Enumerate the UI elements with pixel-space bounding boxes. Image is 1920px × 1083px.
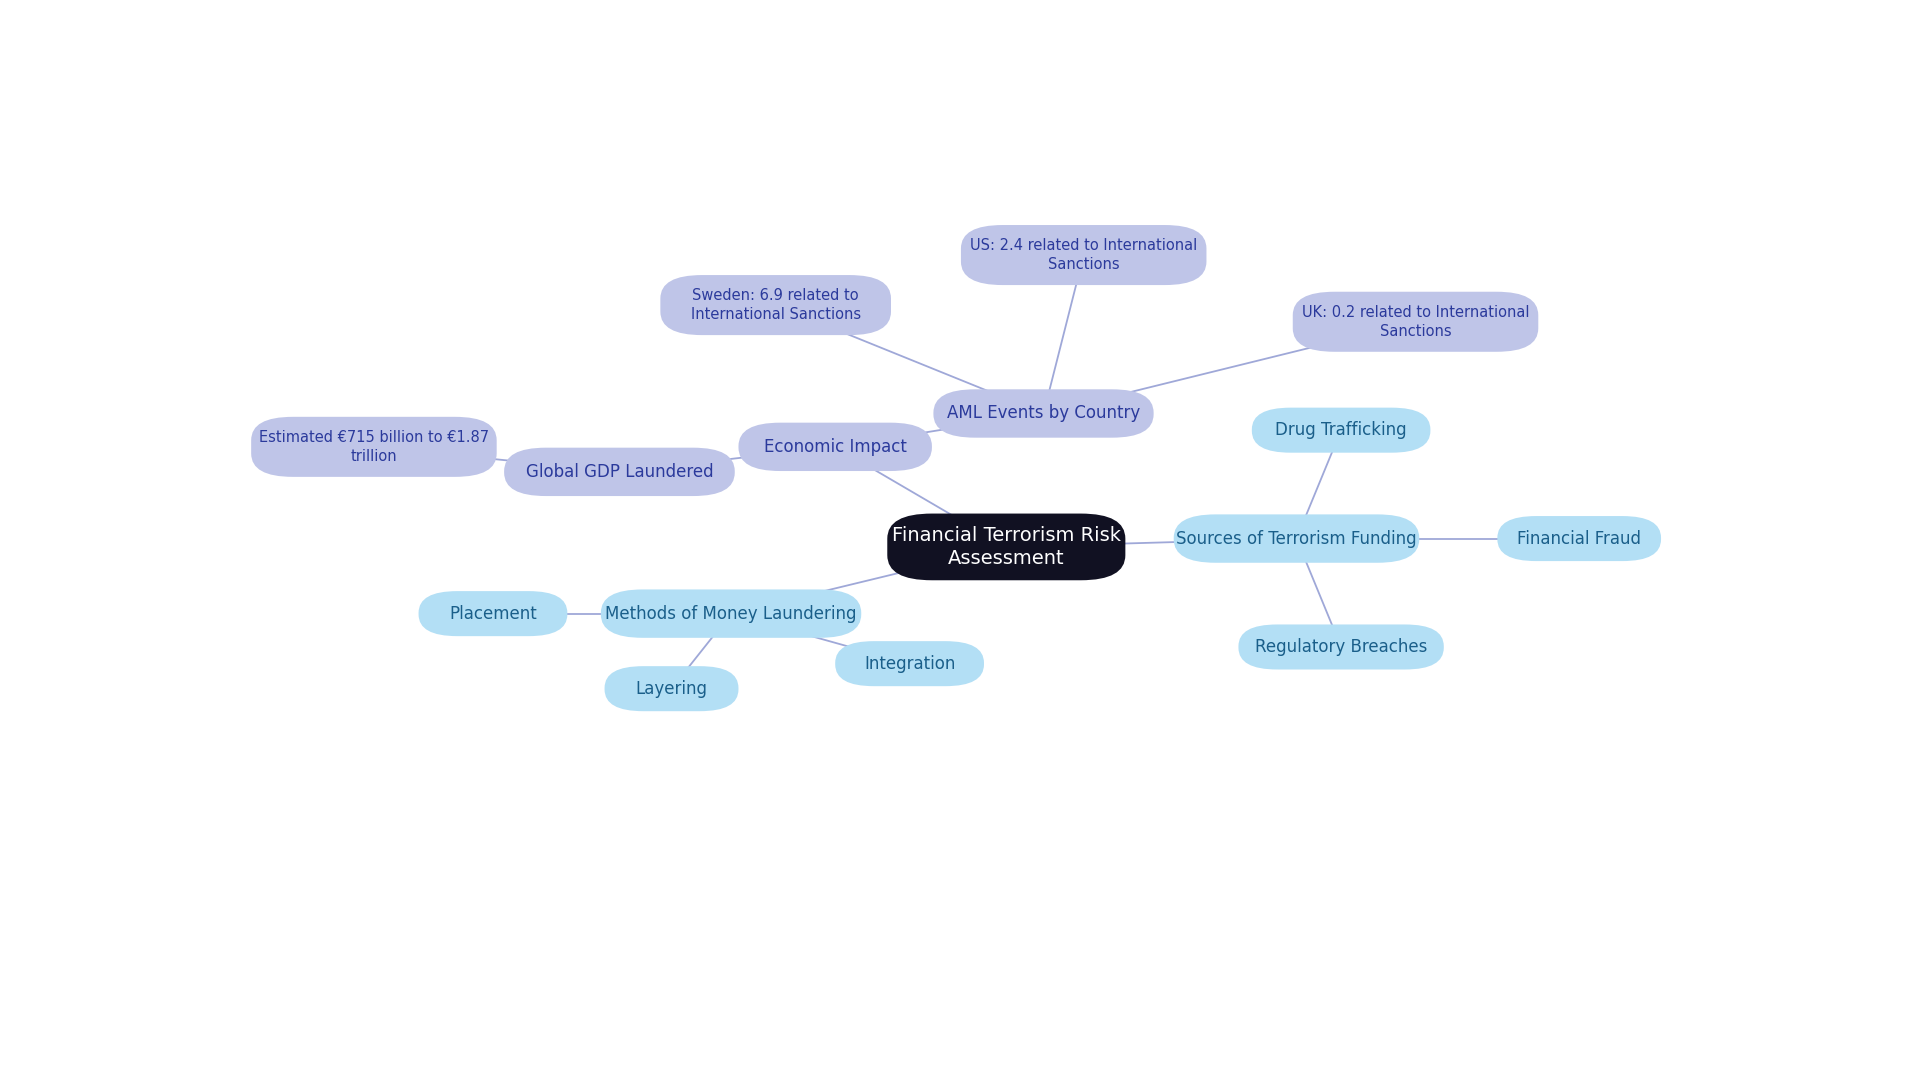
Text: Layering: Layering: [636, 680, 707, 697]
Text: Placement: Placement: [449, 604, 538, 623]
Text: Regulatory Breaches: Regulatory Breaches: [1256, 638, 1427, 656]
Text: Methods of Money Laundering: Methods of Money Laundering: [605, 604, 856, 623]
Text: Financial Fraud: Financial Fraud: [1517, 530, 1642, 548]
FancyBboxPatch shape: [1252, 407, 1430, 453]
Text: Financial Terrorism Risk
Assessment: Financial Terrorism Risk Assessment: [891, 525, 1121, 569]
FancyBboxPatch shape: [505, 447, 735, 496]
Text: Sweden: 6.9 related to
International Sanctions: Sweden: 6.9 related to International San…: [691, 288, 860, 322]
FancyBboxPatch shape: [835, 641, 983, 687]
FancyBboxPatch shape: [1292, 291, 1538, 352]
Text: Integration: Integration: [864, 654, 956, 673]
FancyBboxPatch shape: [601, 589, 862, 638]
Text: Estimated €715 billion to €1.87
trillion: Estimated €715 billion to €1.87 trillion: [259, 430, 490, 464]
Text: Drug Trafficking: Drug Trafficking: [1275, 421, 1407, 440]
FancyBboxPatch shape: [1498, 517, 1661, 561]
FancyBboxPatch shape: [1238, 625, 1444, 669]
FancyBboxPatch shape: [660, 275, 891, 335]
Text: UK: 0.2 related to International
Sanctions: UK: 0.2 related to International Sanctio…: [1302, 305, 1528, 339]
FancyBboxPatch shape: [605, 666, 739, 712]
FancyBboxPatch shape: [887, 513, 1125, 580]
Text: AML Events by Country: AML Events by Country: [947, 404, 1140, 422]
Text: Sources of Terrorism Funding: Sources of Terrorism Funding: [1177, 530, 1417, 548]
FancyBboxPatch shape: [252, 417, 497, 477]
FancyBboxPatch shape: [933, 389, 1154, 438]
Text: Economic Impact: Economic Impact: [764, 438, 906, 456]
FancyBboxPatch shape: [419, 591, 568, 636]
Text: Global GDP Laundered: Global GDP Laundered: [526, 462, 712, 481]
FancyBboxPatch shape: [1173, 514, 1419, 563]
Text: US: 2.4 related to International
Sanctions: US: 2.4 related to International Sanctio…: [970, 238, 1198, 272]
FancyBboxPatch shape: [739, 422, 931, 471]
FancyBboxPatch shape: [960, 225, 1206, 285]
